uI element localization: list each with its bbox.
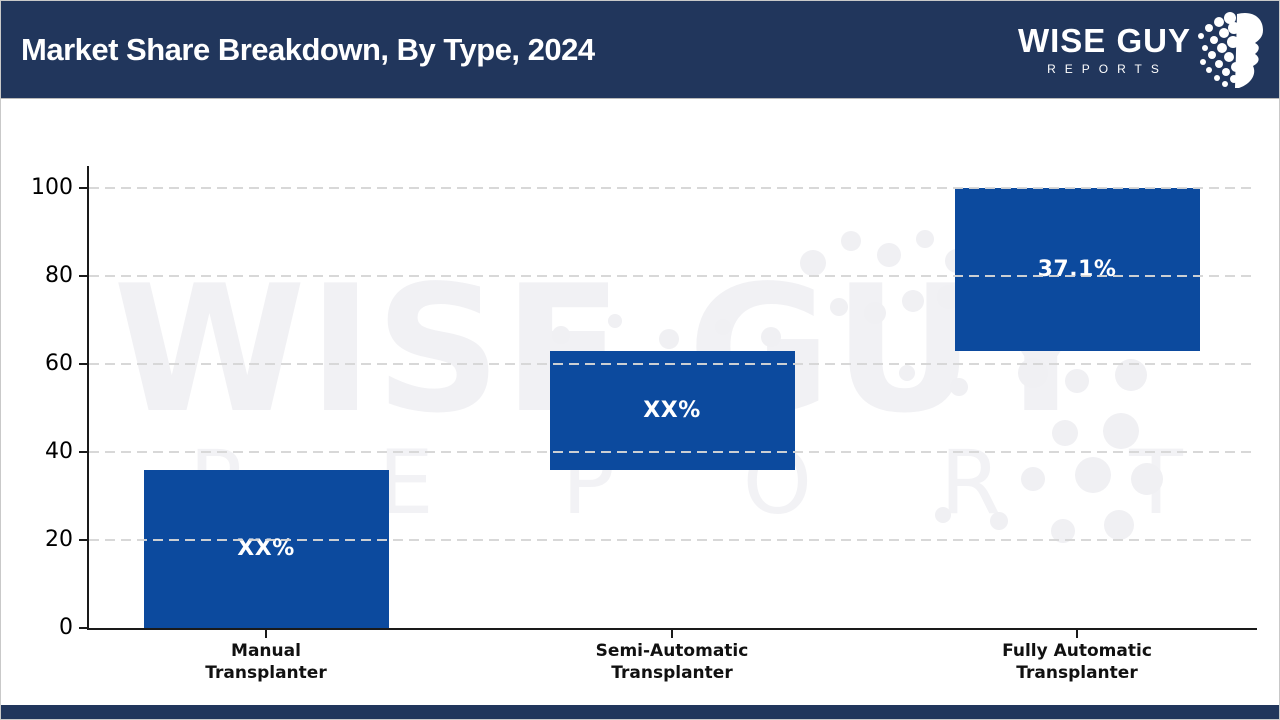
x-category-label: Fully Automatic Transplanter	[1002, 641, 1152, 683]
bar-value-label: 37.1%	[1037, 257, 1117, 283]
gridline	[89, 363, 1257, 365]
y-tick-label: 40	[45, 439, 73, 464]
x-tick	[1076, 630, 1078, 638]
x-tick	[265, 630, 267, 638]
y-tick	[79, 539, 87, 541]
x-category-label: Manual Transplanter	[205, 641, 327, 683]
x-category-label: Semi-Automatic Transplanter	[595, 641, 749, 683]
header: Market Share Breakdown, By Type, 2024 WI…	[1, 1, 1279, 99]
gridline	[89, 275, 1257, 277]
y-tick	[79, 627, 87, 629]
y-tick-label: 20	[45, 527, 73, 552]
x-tick	[671, 630, 673, 638]
x-axis-line	[87, 628, 1257, 630]
bar-value-label: XX%	[643, 397, 701, 423]
y-tick-label: 80	[45, 263, 73, 288]
logo-wordmark: WISE GUY	[1017, 22, 1191, 60]
gridline	[89, 187, 1257, 189]
gridline	[89, 451, 1257, 453]
logo-text: WISE GUY REPORTS	[1018, 24, 1191, 76]
footer-bar	[1, 705, 1279, 719]
bar-segment: XX%	[549, 351, 795, 470]
y-axis-line	[87, 166, 89, 630]
gridline	[89, 539, 1257, 541]
logo-face-icon	[1198, 12, 1263, 89]
bar-segment: XX%	[143, 469, 389, 628]
y-tick-label: 0	[59, 615, 73, 640]
page-title: Market Share Breakdown, By Type, 2024	[21, 31, 595, 67]
y-tick	[79, 451, 87, 453]
y-tick-label: 60	[45, 351, 73, 376]
y-tick	[79, 275, 87, 277]
logo-subtitle: REPORTS	[1047, 61, 1168, 76]
y-tick	[79, 187, 87, 189]
y-tick-label: 100	[31, 175, 73, 200]
bar-segment: 37.1%	[954, 188, 1200, 352]
wiseguy-logo: WISE GUY REPORTS	[1007, 9, 1267, 91]
y-tick	[79, 363, 87, 365]
